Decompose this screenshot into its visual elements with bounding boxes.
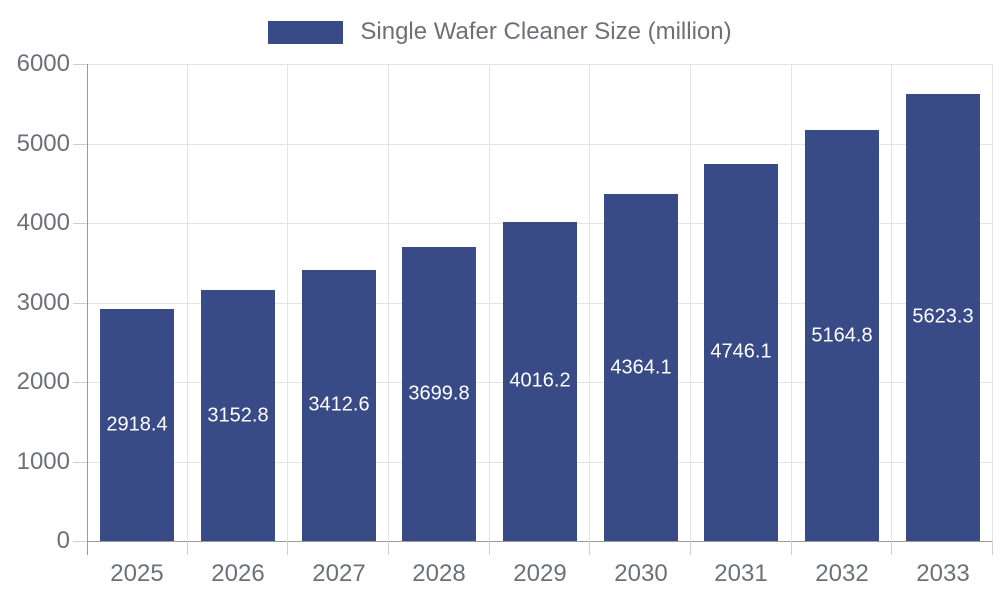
h-gridline — [87, 64, 993, 65]
x-axis-tick — [992, 541, 993, 555]
x-tick-label: 2031 — [714, 560, 768, 587]
x-tick-label: 2033 — [916, 560, 970, 587]
bar-value-label: 2918.4 — [106, 413, 168, 436]
bar-2032[interactable] — [805, 130, 879, 541]
x-axis-tick — [187, 541, 188, 555]
bar-2027[interactable] — [302, 270, 376, 541]
bar-2029[interactable] — [503, 222, 577, 541]
y-tick-label: 1000 — [16, 448, 70, 475]
bar-value-label: 3152.8 — [207, 404, 269, 427]
y-axis-tick — [73, 64, 87, 65]
x-tick-label: 2027 — [312, 560, 366, 587]
x-axis-tick — [287, 541, 288, 555]
bar-2030[interactable] — [604, 194, 678, 541]
y-tick-label: 4000 — [16, 209, 70, 236]
v-gridline — [791, 64, 792, 541]
plot-area: 2918.4 3152.8 3412.6 3699.8 4016.2 4364.1 4746… — [87, 64, 993, 541]
x-tick-label: 2029 — [513, 560, 567, 587]
bar-value-label: 3412.6 — [308, 393, 370, 416]
x-tick-label: 2026 — [211, 560, 265, 587]
y-axis-tick — [73, 144, 87, 145]
x-axis-tick — [489, 541, 490, 555]
x-tick-label: 2032 — [815, 560, 869, 587]
legend[interactable]: Single Wafer Cleaner Size (million) — [0, 18, 1000, 46]
x-axis-tick — [388, 541, 389, 555]
bar-value-label: 5164.8 — [811, 324, 873, 347]
x-tick-label: 2030 — [614, 560, 668, 587]
y-axis-tick — [73, 303, 87, 304]
v-gridline — [287, 64, 288, 541]
x-axis-tick — [791, 541, 792, 555]
x-axis-tick — [589, 541, 590, 555]
y-tick-label: 2000 — [16, 368, 70, 395]
y-axis-tick — [73, 382, 87, 383]
bar-2026[interactable] — [201, 290, 275, 541]
v-gridline — [388, 64, 389, 541]
y-axis-tick — [73, 541, 87, 542]
y-axis — [87, 64, 88, 555]
bar-value-label: 4746.1 — [710, 340, 772, 363]
v-gridline — [489, 64, 490, 541]
x-axis-tick — [891, 541, 892, 555]
legend-swatch — [268, 20, 344, 44]
v-gridline — [891, 64, 892, 541]
v-gridline — [187, 64, 188, 541]
y-tick-label: 3000 — [16, 289, 70, 316]
y-axis-tick — [73, 223, 87, 224]
bar-2033[interactable] — [906, 94, 980, 541]
h-gridline — [87, 144, 993, 145]
bar-value-label: 4364.1 — [610, 356, 672, 379]
v-gridline — [992, 64, 993, 541]
bar-value-label: 5623.3 — [912, 305, 974, 328]
legend-label: Single Wafer Cleaner Size (million) — [360, 18, 732, 45]
x-axis-tick — [690, 541, 691, 555]
y-axis-tick — [73, 462, 87, 463]
x-tick-label: 2025 — [110, 560, 164, 587]
bar-2028[interactable] — [402, 247, 476, 541]
bar-2025[interactable] — [100, 309, 174, 541]
bar-value-label: 4016.2 — [509, 369, 571, 392]
y-tick-label: 6000 — [16, 50, 70, 77]
v-gridline — [589, 64, 590, 541]
y-tick-label: 5000 — [16, 130, 70, 157]
v-gridline — [690, 64, 691, 541]
y-tick-label: 0 — [56, 527, 70, 554]
x-axis — [87, 541, 993, 542]
bar-value-label: 3699.8 — [408, 382, 470, 405]
bar-2031[interactable] — [704, 164, 778, 541]
x-tick-label: 2028 — [412, 560, 466, 587]
